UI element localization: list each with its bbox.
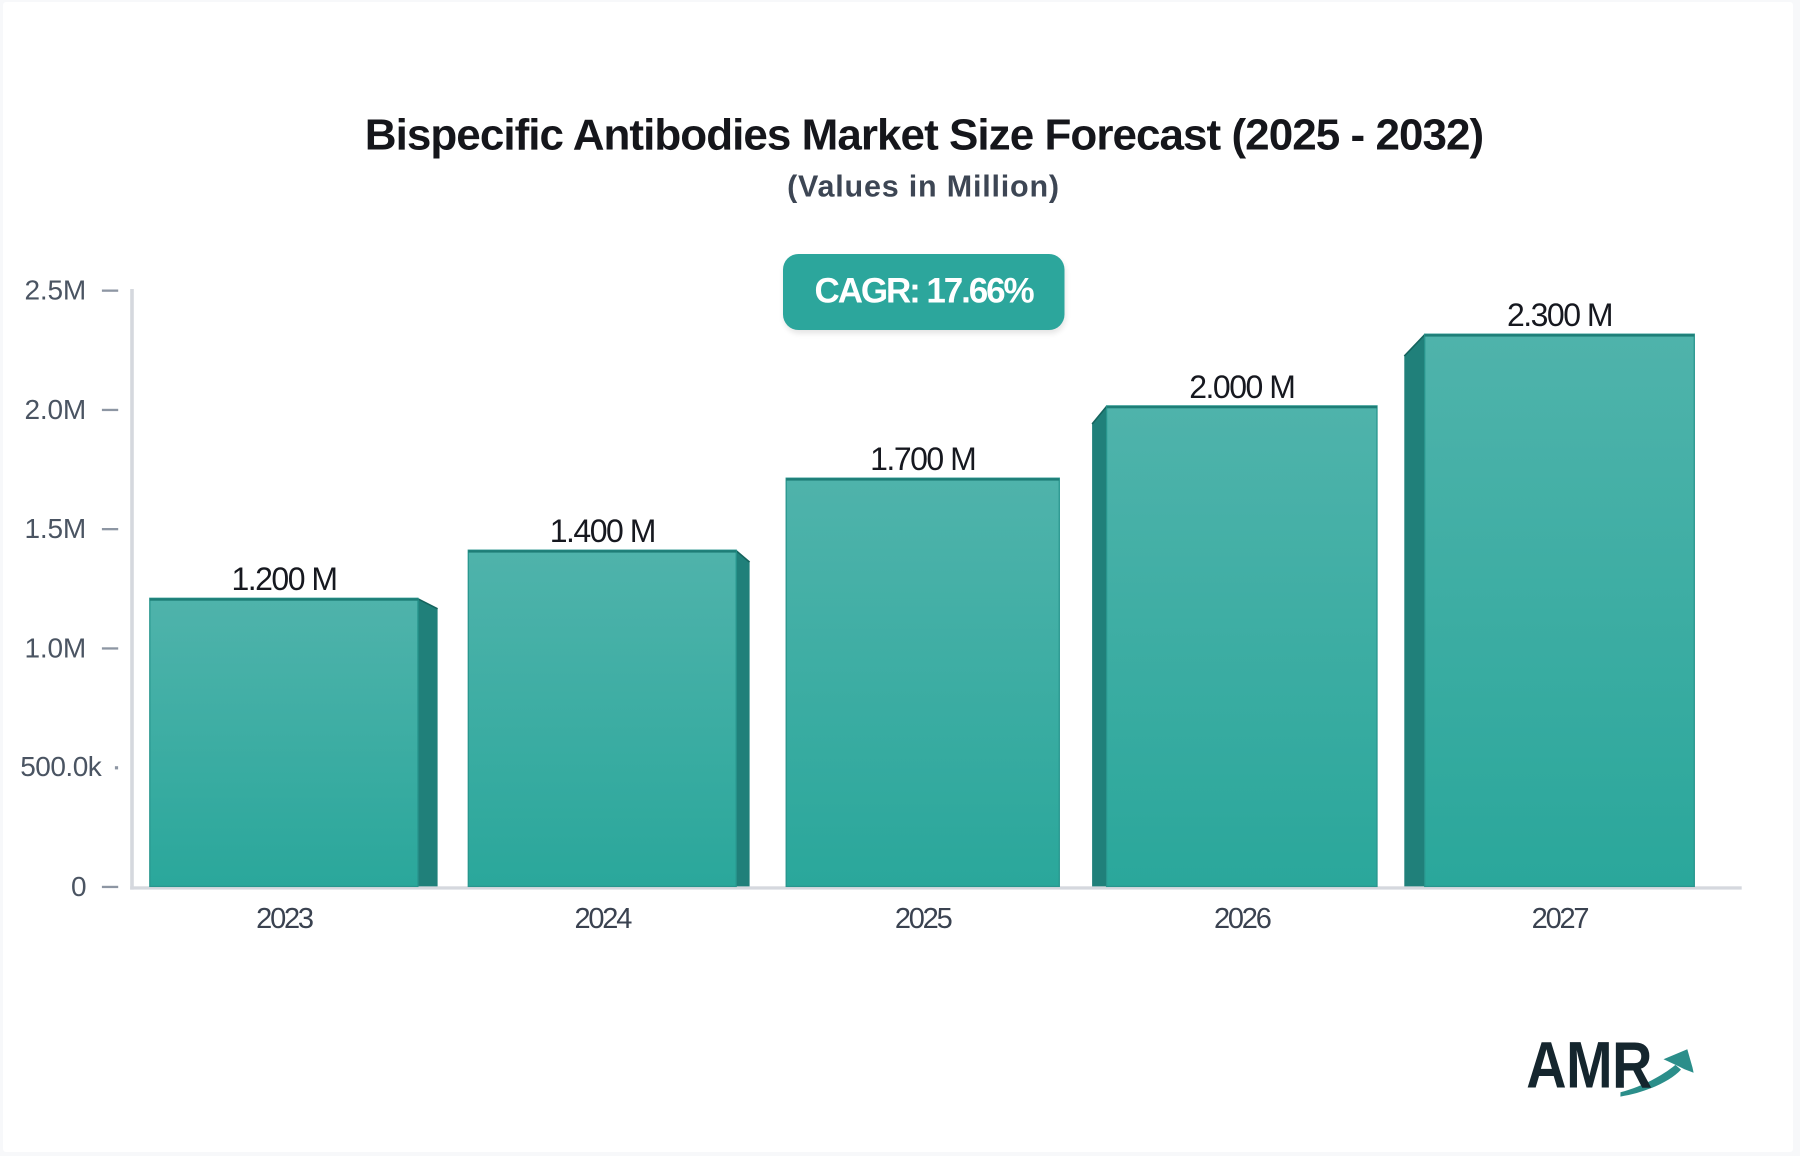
svg-text:(Values in Million): (Values in Million) [787, 170, 1060, 204]
svg-text:2.5M: 2.5M [25, 275, 86, 306]
svg-text:2.0M: 2.0M [25, 394, 86, 425]
svg-text:500.0k: 500.0k [20, 751, 103, 782]
svg-text:1.0M: 1.0M [25, 632, 86, 663]
svg-text:2023: 2023 [256, 903, 313, 935]
svg-text:2025: 2025 [895, 903, 952, 935]
svg-text:1.700 M: 1.700 M [870, 441, 975, 477]
svg-text:0: 0 [71, 871, 87, 902]
svg-text:1.5M: 1.5M [25, 513, 86, 544]
svg-text:2.000 M: 2.000 M [1189, 369, 1294, 405]
svg-text:2.300 M: 2.300 M [1507, 297, 1612, 333]
svg-text:2024: 2024 [574, 903, 632, 935]
svg-text:2026: 2026 [1214, 903, 1271, 935]
svg-text:AMR: AMR [1526, 1028, 1652, 1101]
svg-text:1.400 M: 1.400 M [550, 513, 655, 549]
svg-text:CAGR: 17.66%: CAGR: 17.66% [815, 272, 1035, 311]
svg-text:Bispecific Antibodies Market S: Bispecific Antibodies Market Size Foreca… [365, 111, 1483, 160]
svg-text:2027: 2027 [1532, 903, 1589, 935]
svg-text:1.200 M: 1.200 M [231, 561, 336, 597]
